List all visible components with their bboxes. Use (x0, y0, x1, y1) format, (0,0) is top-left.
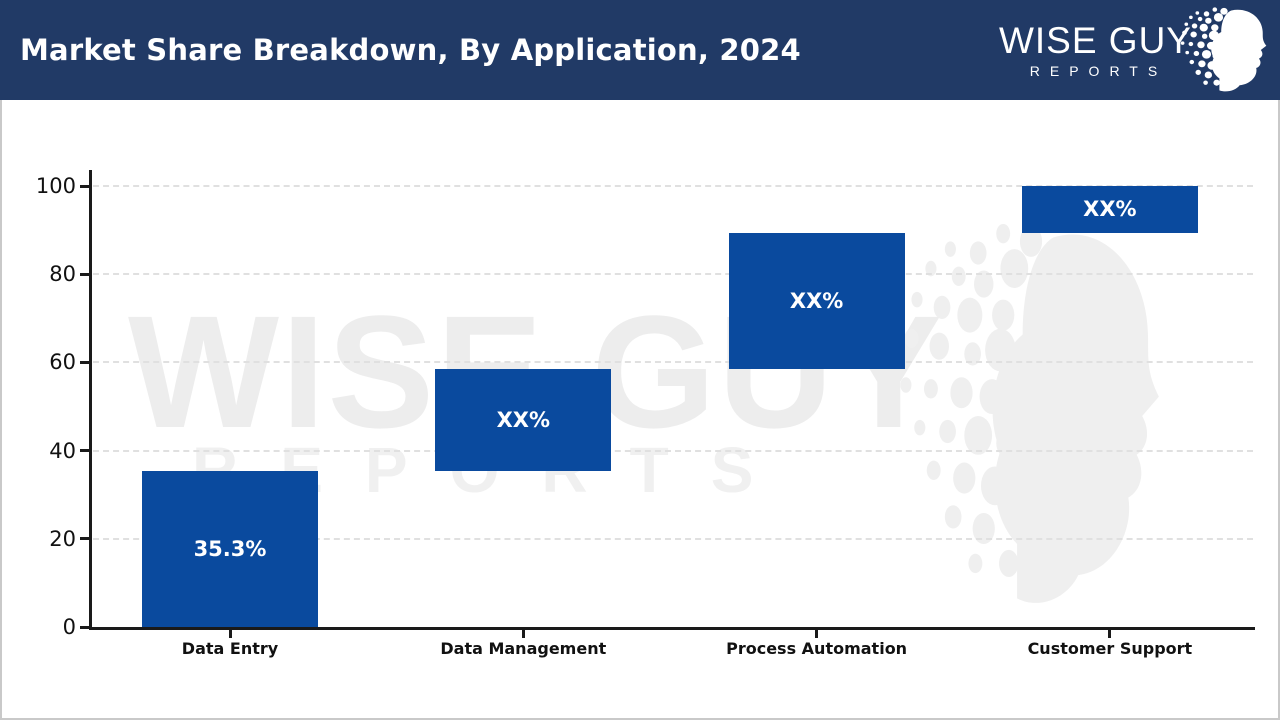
x-tick (228, 630, 232, 638)
x-tick (521, 630, 525, 638)
y-tick (80, 184, 89, 188)
bar-value-label: 35.3% (193, 537, 267, 562)
bar-value-label: XX% (496, 407, 551, 432)
y-tick (80, 625, 89, 629)
watermark-head-icon (900, 223, 1159, 603)
gridline-100 (93, 185, 1253, 187)
y-tick (80, 449, 89, 453)
wiseguy-logo: WISE GUY REPORTS (999, 7, 1270, 93)
y-tick-label: 100 (35, 174, 76, 198)
y-tick-label: 80 (49, 262, 76, 287)
x-axis-line (89, 627, 1255, 630)
waterfall-bar-4: XX% (1021, 186, 1198, 233)
gridline-20 (93, 537, 1253, 540)
bar-value-label: XX% (1083, 197, 1137, 222)
x-axis-label: Data Management (440, 639, 607, 658)
y-tick-label: 20 (49, 526, 76, 551)
x-axis-label: Process Automation (726, 639, 908, 658)
gridline-80 (93, 273, 1253, 276)
x-tick (815, 630, 819, 638)
waterfall-bar-2: XX% (435, 368, 612, 472)
y-axis-line (89, 170, 92, 630)
logo-text: WISE GUY REPORTS (999, 22, 1192, 79)
logo-sub: REPORTS (1029, 62, 1168, 79)
wiseguy-head-icon (1180, 7, 1267, 92)
y-tick-label: 0 (62, 615, 76, 639)
y-tick-label: 60 (49, 350, 76, 375)
y-tick (80, 537, 89, 541)
header-bar: Market Share Breakdown, By Application, … (0, 0, 1280, 100)
gridline-40 (93, 449, 1253, 452)
y-tick (80, 272, 89, 276)
x-tick (1108, 630, 1112, 638)
bar-value-label: XX% (789, 288, 844, 313)
x-axis-label: Data Entry (181, 639, 279, 658)
waterfall-bar-3: XX% (728, 232, 905, 369)
y-tick (80, 360, 89, 364)
x-axis-label: Customer Support (1027, 639, 1193, 658)
y-tick-label: 40 (49, 438, 76, 463)
waterfall-bar-1: 35.3% (142, 471, 318, 627)
gridline-60 (93, 361, 1253, 364)
logo-name: WISE GUY (998, 19, 1192, 61)
chart-title: Market Share Breakdown, By Application, … (20, 33, 801, 67)
